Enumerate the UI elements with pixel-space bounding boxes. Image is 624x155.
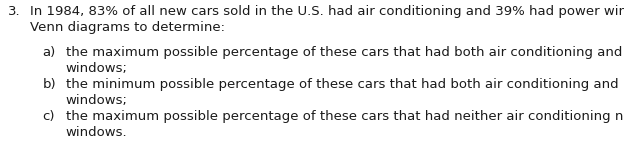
- Text: windows;: windows;: [66, 62, 127, 75]
- Text: the maximum possible percentage of these cars that had neither air conditioning : the maximum possible percentage of these…: [66, 110, 624, 123]
- Text: 3.: 3.: [8, 5, 21, 18]
- Text: a): a): [42, 46, 56, 59]
- Text: windows.: windows.: [66, 126, 127, 139]
- Text: b): b): [42, 78, 56, 91]
- Text: the maximum possible percentage of these cars that had both air conditioning and: the maximum possible percentage of these…: [66, 46, 624, 59]
- Text: Venn diagrams to determine:: Venn diagrams to determine:: [30, 21, 225, 34]
- Text: In 1984, 83% of all new cars sold in the U.S. had air conditioning and 39% had p: In 1984, 83% of all new cars sold in the…: [30, 5, 624, 18]
- Text: c): c): [42, 110, 55, 123]
- Text: the minimum possible percentage of these cars that had both air conditioning and: the minimum possible percentage of these…: [66, 78, 624, 91]
- Text: windows;: windows;: [66, 94, 127, 107]
